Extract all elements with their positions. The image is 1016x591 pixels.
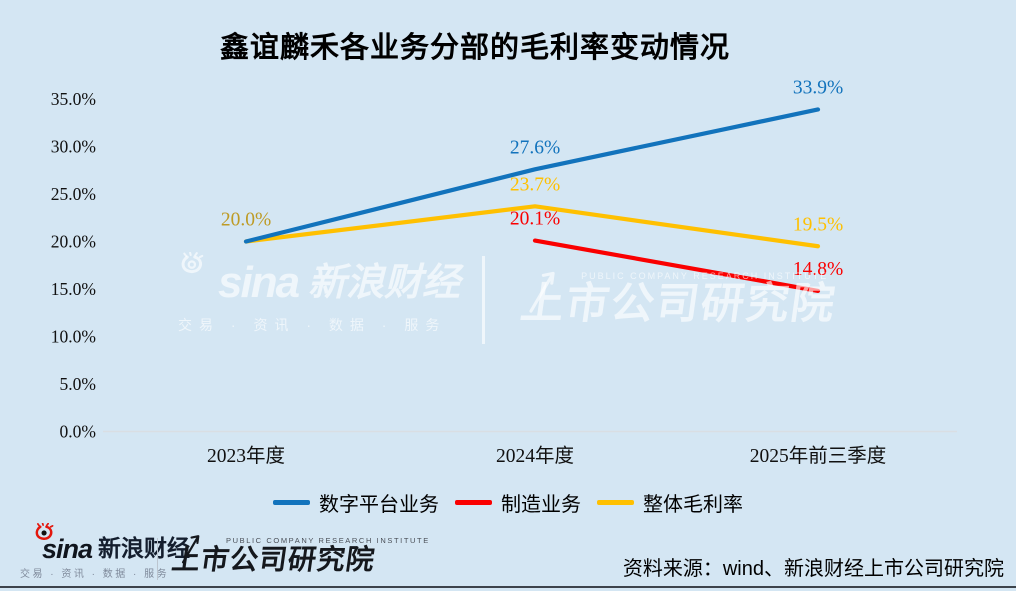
data-source-text: 资料来源：wind、新浪财经上市公司研究院 bbox=[622, 558, 1004, 580]
footer: sina 新浪财经 交易 · 资讯 · 数据 · 服务 PUBLIC COMPA… bbox=[0, 522, 1016, 586]
x-tick-label: 2025年前三季度 bbox=[750, 445, 887, 467]
y-tick-label: 10.0% bbox=[51, 327, 96, 347]
data-label-0-2: 33.9% bbox=[793, 77, 843, 98]
data-label-2-1: 23.7% bbox=[510, 174, 560, 195]
series-line-0 bbox=[243, 107, 821, 244]
footer-divider bbox=[157, 538, 158, 580]
series-line-1 bbox=[532, 238, 821, 293]
chart-canvas: 35.0% 30.0% 25.0% 20.0% 15.0% 10.0% 5.0% 0.0% 20… bbox=[51, 77, 957, 467]
y-tick-label: 25.0% bbox=[51, 184, 96, 204]
institute-cn-text: 上市公司研究院 bbox=[169, 544, 378, 575]
y-tick-label: 35.0% bbox=[51, 89, 96, 109]
data-label-1-2: 14.8% bbox=[793, 259, 843, 280]
x-tick-label: 2023年度 bbox=[207, 445, 285, 467]
legend-label: 制造业务 bbox=[501, 494, 581, 516]
institute-en-text: PUBLIC COMPANY RESEARCH INSTITUTE bbox=[226, 536, 430, 545]
sina-finance-logo: sina 新浪财经 交易 · 资讯 · 数据 · 服务 bbox=[10, 522, 191, 580]
y-tick-label: 30.0% bbox=[51, 137, 96, 157]
legend-swatch bbox=[273, 500, 310, 505]
sina-tagline: 交易 · 资讯 · 数据 · 服务 bbox=[20, 569, 170, 580]
y-tick-label: 20.0% bbox=[51, 232, 96, 252]
chart-legend: 数字平台业务 制造业务 整体毛利率 bbox=[0, 488, 1016, 517]
legend-item-2: 整体毛利率 bbox=[597, 488, 743, 517]
institute-logo: PUBLIC COMPANY RESEARCH INSTITUTE 上市公司研究… bbox=[169, 535, 430, 575]
legend-swatch bbox=[455, 500, 492, 505]
legend-label: 整体毛利率 bbox=[643, 494, 743, 516]
legend-item-0: 数字平台业务 bbox=[273, 488, 439, 517]
data-label-2-0: 20.0% bbox=[221, 210, 271, 231]
y-tick-label: 15.0% bbox=[51, 279, 96, 299]
bottom-border bbox=[0, 586, 1016, 588]
chart-title: 鑫谊麟禾各业务分部的毛利率变动情况 bbox=[219, 32, 730, 64]
data-label-1-1: 20.1% bbox=[510, 209, 560, 230]
legend-item-1: 制造业务 bbox=[455, 488, 581, 517]
y-tick-label: 0.0% bbox=[60, 422, 96, 442]
sina-brand-text: 新浪财经 bbox=[98, 535, 191, 562]
sina-eye-icon bbox=[32, 522, 58, 547]
sina-logo-text: sina bbox=[42, 533, 93, 564]
series-line-2 bbox=[243, 204, 821, 249]
legend-swatch bbox=[597, 500, 634, 505]
data-label-2-2: 19.5% bbox=[793, 214, 843, 235]
x-tick-label: 2024年度 bbox=[496, 445, 574, 467]
data-label-0-1: 27.6% bbox=[510, 137, 560, 158]
arrow-icon bbox=[180, 529, 204, 570]
y-tick-label: 5.0% bbox=[60, 374, 96, 394]
legend-label: 数字平台业务 bbox=[319, 494, 439, 516]
